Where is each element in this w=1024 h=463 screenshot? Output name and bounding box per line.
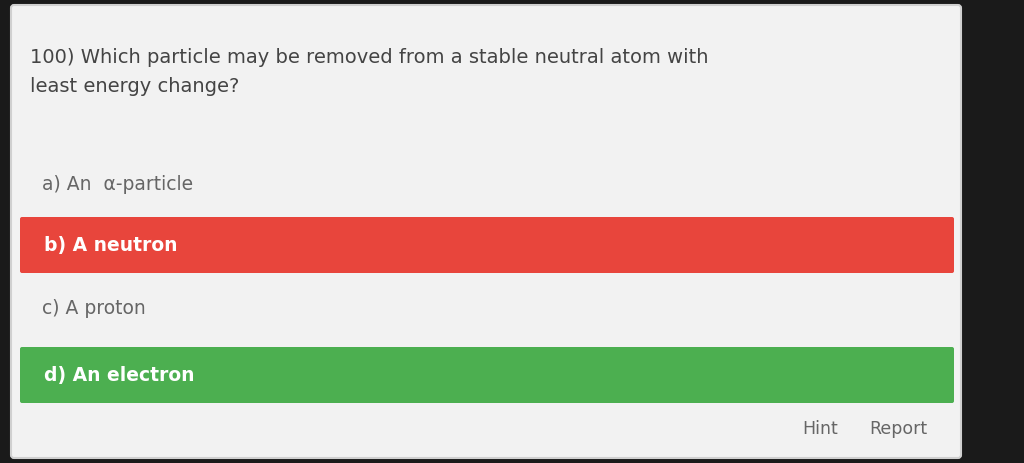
Text: a) An  α-particle: a) An α-particle (42, 175, 194, 194)
Text: b) A neutron: b) A neutron (44, 236, 177, 255)
Text: Hint: Hint (802, 420, 838, 438)
FancyBboxPatch shape (20, 217, 954, 273)
Text: d) An electron: d) An electron (44, 365, 195, 384)
FancyBboxPatch shape (11, 5, 961, 458)
FancyBboxPatch shape (20, 347, 954, 403)
Text: 100) Which particle may be removed from a stable neutral atom with
least energy : 100) Which particle may be removed from … (30, 48, 709, 96)
Text: Report: Report (869, 420, 927, 438)
Text: c) A proton: c) A proton (42, 299, 145, 318)
